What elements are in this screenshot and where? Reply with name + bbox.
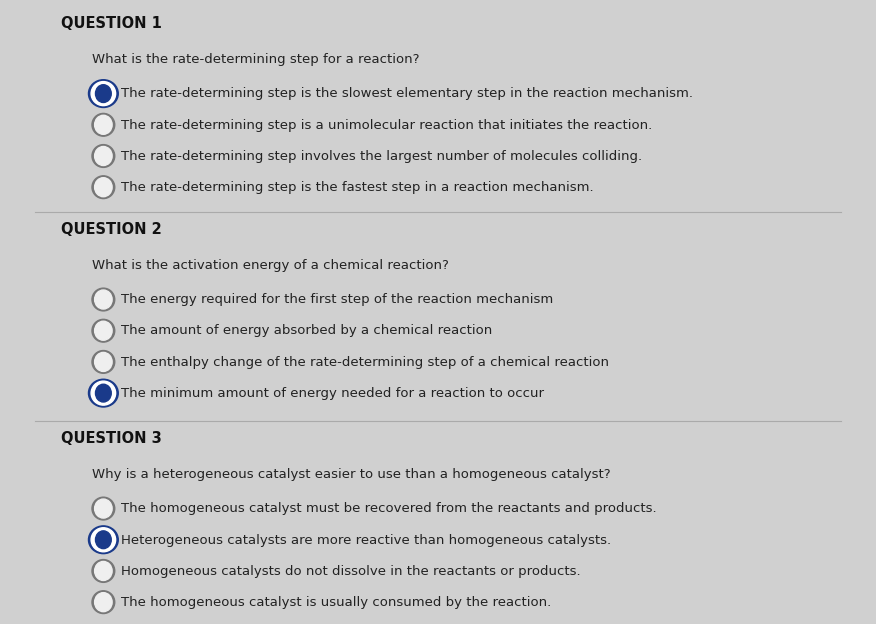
Ellipse shape — [91, 528, 116, 552]
Text: The minimum amount of energy needed for a reaction to occur: The minimum amount of energy needed for … — [121, 387, 544, 400]
Ellipse shape — [95, 384, 111, 402]
Text: What is the activation energy of a chemical reaction?: What is the activation energy of a chemi… — [92, 259, 449, 272]
Ellipse shape — [91, 381, 116, 405]
Ellipse shape — [95, 562, 112, 580]
Text: The energy required for the first step of the reaction mechanism: The energy required for the first step o… — [121, 293, 553, 306]
Text: Heterogeneous catalysts are more reactive than homogeneous catalysts.: Heterogeneous catalysts are more reactiv… — [121, 534, 611, 547]
Ellipse shape — [92, 319, 115, 342]
Text: The rate-determining step involves the largest number of molecules colliding.: The rate-determining step involves the l… — [121, 150, 642, 163]
Text: The homogeneous catalyst must be recovered from the reactants and products.: The homogeneous catalyst must be recover… — [121, 502, 656, 515]
Ellipse shape — [92, 351, 115, 373]
Ellipse shape — [95, 178, 112, 197]
Text: The enthalpy change of the rate-determining step of a chemical reaction: The enthalpy change of the rate-determin… — [121, 356, 609, 369]
Ellipse shape — [92, 114, 115, 136]
Ellipse shape — [95, 499, 112, 518]
Text: QUESTION 2: QUESTION 2 — [61, 222, 162, 236]
Ellipse shape — [95, 115, 112, 134]
Ellipse shape — [91, 82, 116, 105]
Ellipse shape — [88, 80, 118, 107]
Text: The homogeneous catalyst is usually consumed by the reaction.: The homogeneous catalyst is usually cons… — [121, 596, 551, 609]
Ellipse shape — [95, 531, 111, 548]
Text: Homogeneous catalysts do not dissolve in the reactants or products.: Homogeneous catalysts do not dissolve in… — [121, 565, 581, 578]
Ellipse shape — [88, 526, 118, 553]
Ellipse shape — [95, 147, 112, 165]
Ellipse shape — [95, 85, 111, 102]
Ellipse shape — [95, 593, 112, 612]
Ellipse shape — [92, 560, 115, 582]
Text: Why is a heterogeneous catalyst easier to use than a homogeneous catalyst?: Why is a heterogeneous catalyst easier t… — [92, 468, 611, 481]
Ellipse shape — [88, 379, 118, 407]
Text: What is the rate-determining step for a reaction?: What is the rate-determining step for a … — [92, 53, 420, 66]
Ellipse shape — [92, 591, 115, 613]
Ellipse shape — [92, 176, 115, 198]
Ellipse shape — [95, 353, 112, 371]
Ellipse shape — [95, 290, 112, 309]
Ellipse shape — [95, 321, 112, 340]
Text: The rate-determining step is a unimolecular reaction that initiates the reaction: The rate-determining step is a unimolecu… — [121, 119, 652, 132]
Text: QUESTION 1: QUESTION 1 — [61, 16, 162, 31]
Text: QUESTION 3: QUESTION 3 — [61, 431, 162, 446]
Ellipse shape — [92, 497, 115, 520]
Ellipse shape — [92, 145, 115, 167]
Text: The amount of energy absorbed by a chemical reaction: The amount of energy absorbed by a chemi… — [121, 324, 492, 338]
Ellipse shape — [92, 288, 115, 311]
Text: The rate-determining step is the slowest elementary step in the reaction mechani: The rate-determining step is the slowest… — [121, 87, 693, 100]
Text: The rate-determining step is the fastest step in a reaction mechanism.: The rate-determining step is the fastest… — [121, 181, 594, 194]
